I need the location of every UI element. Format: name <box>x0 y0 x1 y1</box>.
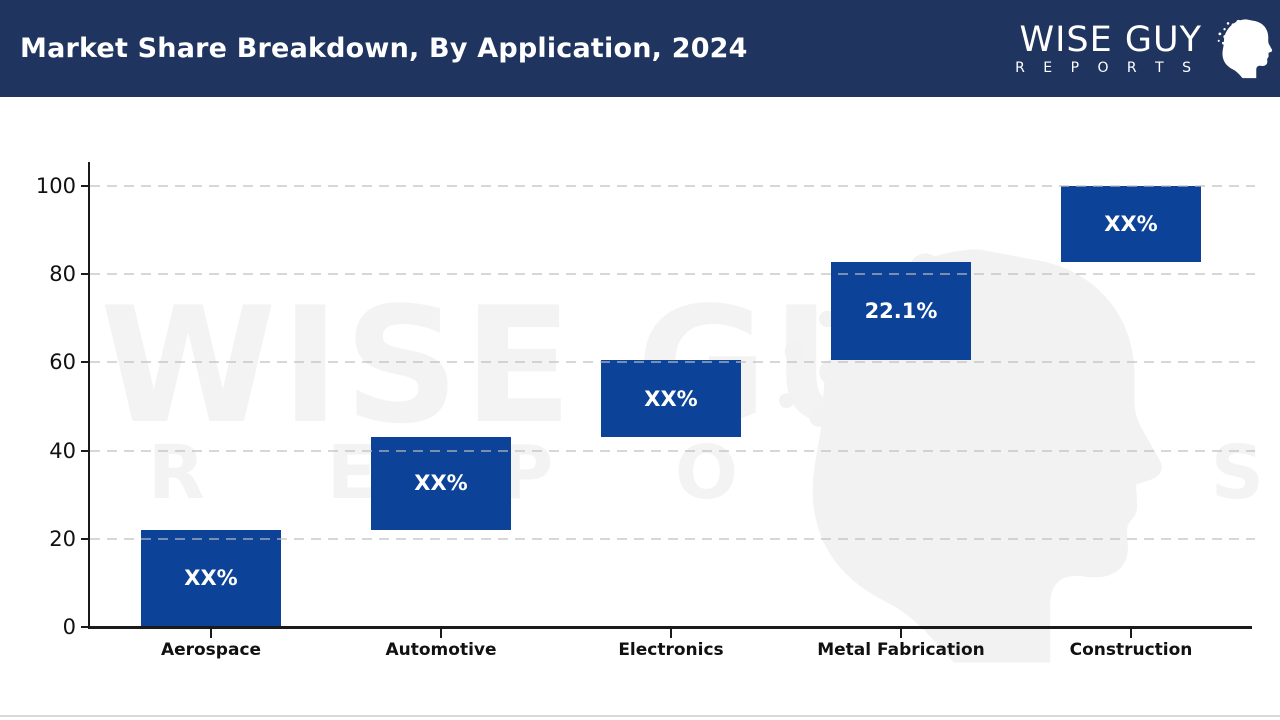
bar-electronics: XX% <box>601 359 741 438</box>
gridline-100 <box>90 185 1255 187</box>
y-tick-100 <box>81 185 89 187</box>
bar-aerospace: XX% <box>141 529 281 627</box>
y-axis-line <box>88 162 90 629</box>
y-tick-label: 60 <box>49 350 76 375</box>
x-tick-1 <box>440 629 442 638</box>
x-tick-2 <box>670 629 672 638</box>
x-category-label: Construction <box>1069 640 1193 660</box>
bar-automotive: XX% <box>371 437 511 530</box>
x-category-label: Metal Fabrication <box>817 640 985 660</box>
x-category-label: Aerospace <box>160 640 262 660</box>
header-bar: Market Share Breakdown, By Application, … <box>0 0 1280 97</box>
y-tick-label: 20 <box>49 526 76 551</box>
gridline-20 <box>90 537 1255 540</box>
y-tick-label: 100 <box>35 174 76 198</box>
bar-value-label: XX% <box>644 386 698 411</box>
wiseguy-logo: WISE GUY R E P O R T S <box>1015 0 1274 97</box>
gridline-40 <box>90 449 1255 452</box>
footer-divider <box>0 715 1280 717</box>
bar-construction: XX% <box>1061 186 1201 263</box>
x-tick-0 <box>210 629 212 638</box>
bar-value-label: XX% <box>184 566 238 591</box>
x-axis-line <box>88 626 1252 629</box>
bar-value-label: XX% <box>414 471 468 496</box>
y-tick-80 <box>81 273 89 276</box>
bar-value-label: 22.1% <box>864 299 938 323</box>
y-tick-label: 0 <box>62 615 76 639</box>
y-tick-label: 80 <box>49 262 76 287</box>
x-category-label: Electronics <box>618 640 724 660</box>
x-tick-4 <box>1130 629 1132 638</box>
bar-metal-fabrication: 22.1% <box>831 262 971 360</box>
y-tick-label: 40 <box>49 438 76 463</box>
x-tick-3 <box>900 629 902 638</box>
y-tick-0 <box>81 626 89 628</box>
gridline-80 <box>90 273 1255 276</box>
logo-wordmark: WISE GUY <box>1019 20 1202 60</box>
y-tick-40 <box>81 449 89 452</box>
x-category-label: Automotive <box>385 640 497 660</box>
y-tick-60 <box>81 361 89 364</box>
y-tick-20 <box>81 537 89 540</box>
logo-subtitle: R E P O R T S <box>1015 60 1198 76</box>
page-title: Market Share Breakdown, By Application, … <box>20 33 748 64</box>
bar-value-label: XX% <box>1104 212 1158 237</box>
gridline-60 <box>90 361 1255 364</box>
